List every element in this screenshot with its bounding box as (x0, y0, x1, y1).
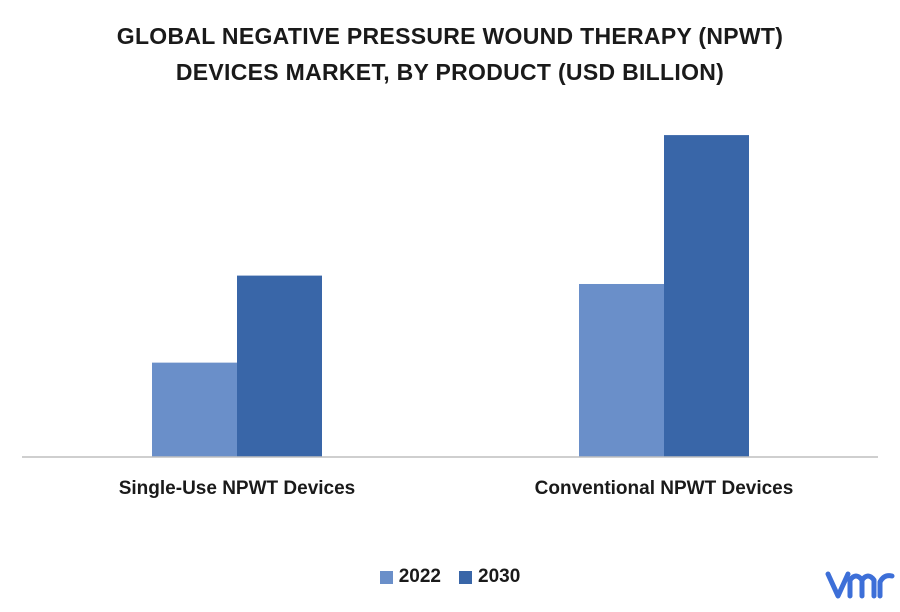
legend-label-2030: 2030 (478, 566, 521, 587)
legend-label-2022: 2022 (398, 566, 441, 587)
chart-title-line-2: DEVICES MARKET, BY PRODUCT (USD BILLION) (175, 59, 725, 85)
bar-2030-single-use (237, 275, 322, 457)
chart-title-line-1: GLOBAL NEGATIVE PRESSURE WOUND THERAPY (… (116, 23, 784, 49)
category-label-conventional: Conventional NPWT Devices (535, 478, 794, 499)
legend-swatch-2022 (379, 570, 393, 584)
chart-title: GLOBAL NEGATIVE PRESSURE WOUND THERAPY (… (0, 18, 900, 90)
bar-2022-single-use (152, 362, 237, 457)
bar-2022-conventional (579, 283, 664, 457)
legend-item-2022: 2022 (379, 566, 441, 588)
category-label-single-use: Single-Use NPWT Devices (119, 478, 356, 499)
legend: 2022 2030 (0, 566, 900, 588)
category-labels: Single-Use NPWT Devices Conventional NPWT… (119, 478, 794, 499)
legend-item-2030: 2030 (459, 566, 520, 588)
bars-group (152, 135, 749, 458)
vmr-logo-icon (825, 571, 895, 599)
bar-2030-conventional (664, 135, 749, 458)
legend-swatch-2030 (459, 570, 472, 584)
